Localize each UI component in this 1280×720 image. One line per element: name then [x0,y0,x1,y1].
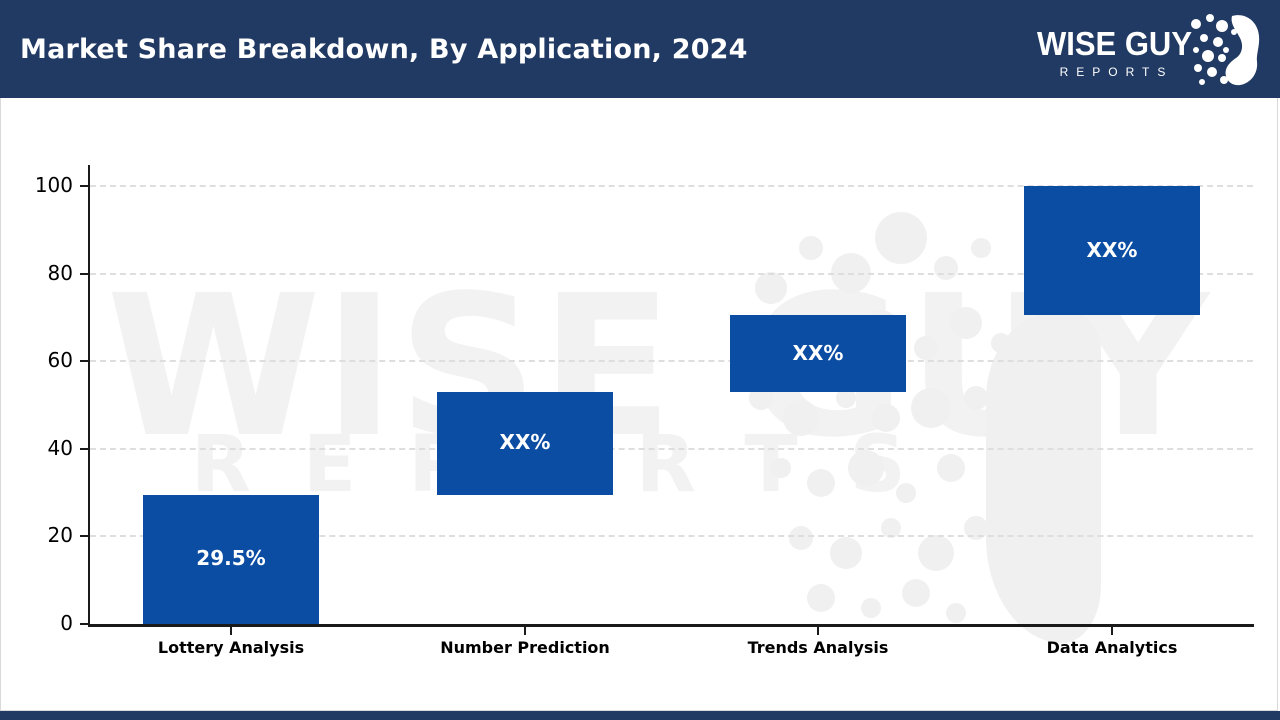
watermark-dot [872,404,900,432]
y-axis-tick [80,447,89,450]
watermark-dot [950,307,982,339]
watermark-dot [881,518,901,538]
watermark-dot [896,483,916,503]
x-axis-tick [1111,627,1113,635]
watermark-dot [934,256,958,280]
x-axis-category-label: Lottery Analysis [157,638,305,657]
y-axis-tick-label: 40 [47,435,73,460]
watermark-dot [946,603,966,623]
brand-name: WISE GUY [1036,24,1192,63]
watermark-dot [971,238,991,258]
logo-face-icon [1191,14,1260,86]
footer-bar [0,711,1280,720]
watermark-dot [964,386,988,410]
x-axis-category-label: Trends Analysis [747,638,889,657]
watermark-face-blob [986,313,1101,643]
watermark-dot [848,450,884,486]
brand-logo-text: WISE GUY REPORTS [1036,24,1192,79]
gridline [90,535,1253,538]
watermark-dot [807,469,835,497]
x-axis-category-label: Data Analytics [1046,638,1178,657]
watermark-dot [914,336,938,360]
bar-value-label: 29.5% [196,546,266,571]
x-axis-line [88,624,1254,627]
watermark-dot [875,212,927,264]
watermark-dot [836,388,856,408]
watermark-dot [902,579,930,607]
y-axis-tick-label: 60 [47,348,73,373]
bar-value-label: XX% [1086,237,1138,262]
header-bar: Market Share Breakdown, By Application, … [0,0,1280,98]
watermark-dot [799,236,823,260]
watermark-dot [771,458,791,478]
brand-logo: WISE GUY REPORTS [1012,8,1262,92]
watermark-dot [861,598,881,618]
bar-segment [1024,186,1200,316]
gridline [90,185,1253,187]
y-axis-tick [80,185,89,187]
bar-segment [730,315,906,392]
y-axis-tick [80,272,89,275]
bar-segment [437,391,613,495]
bar-value-label: XX% [792,340,844,365]
x-axis-tick [817,627,819,635]
watermark-dot [830,537,862,569]
watermark-dot [937,454,965,482]
gridline [90,272,1253,275]
chart-title: Market Share Breakdown, By Application, … [20,33,748,65]
gridline [90,360,1253,363]
bar-value-label: XX% [499,430,551,455]
bar-segment [143,494,319,624]
watermark-dot [789,526,813,550]
x-axis-tick [230,627,232,635]
gridline [90,447,1253,450]
y-axis-tick-label: 80 [47,260,73,285]
brand-subname: REPORTS [1059,65,1174,79]
y-axis-tick [80,623,89,625]
y-axis-line [88,165,90,625]
chart-canvas: WISE GUY REPORTS 02040608010029.5%Lotter… [0,98,1278,711]
x-axis-tick [524,627,526,635]
watermark-dot [911,388,951,428]
watermark-dot [918,535,954,571]
watermark-dot [807,584,835,612]
watermark-dot [755,272,787,304]
y-axis-tick [80,360,89,363]
y-axis-tick-label: 0 [60,611,73,635]
y-axis-tick [80,535,89,538]
y-axis-tick-label: 20 [47,523,73,548]
y-axis-tick-label: 100 [34,173,73,197]
x-axis-category-label: Number Prediction [440,638,610,657]
watermark-dot [783,400,819,436]
